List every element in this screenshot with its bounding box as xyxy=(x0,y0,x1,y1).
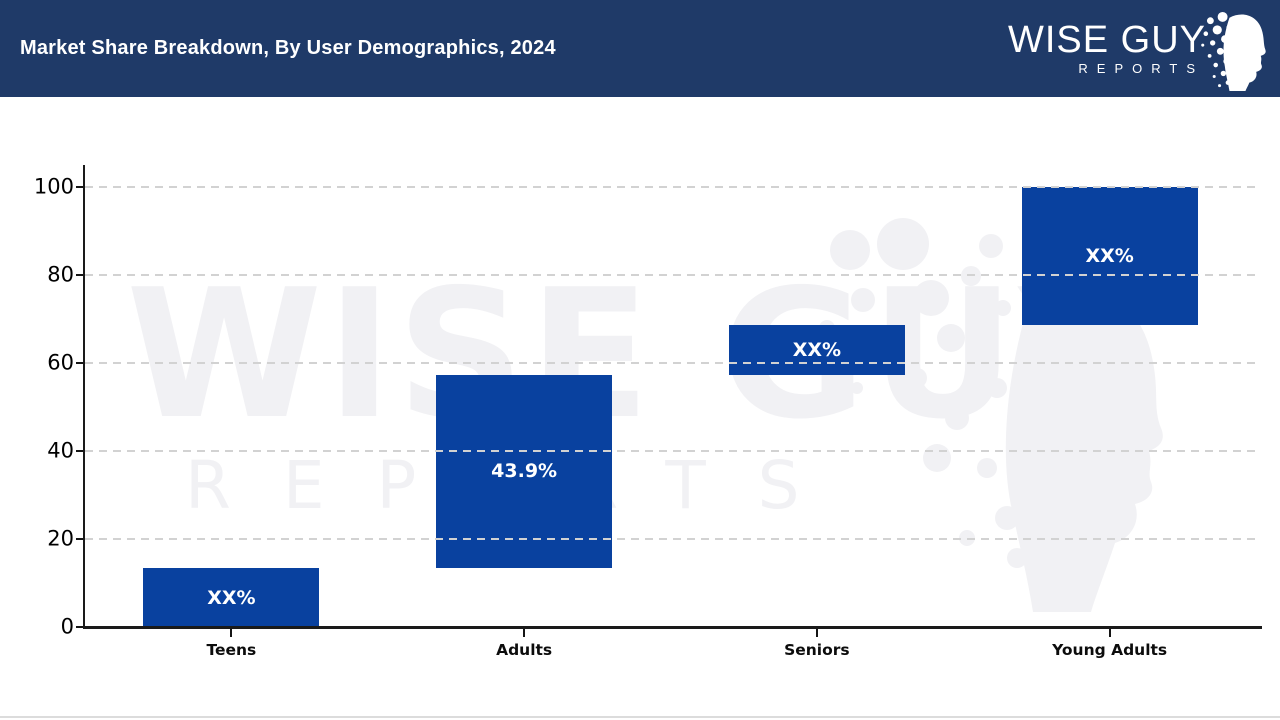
bar-teens xyxy=(143,568,320,627)
y-tick-label-20: 20 xyxy=(47,526,74,551)
header-bar: Market Share Breakdown, By User Demograp… xyxy=(0,0,1280,97)
y-tick-label-60: 60 xyxy=(47,350,74,375)
y-tick-label-0: 0 xyxy=(60,614,74,639)
y-tick-60 xyxy=(76,362,84,364)
logo-subtitle: REPORTS xyxy=(1078,61,1204,77)
x-tick-adults xyxy=(523,629,526,637)
x-category-label-adults: Adults xyxy=(496,641,553,659)
y-tick-40 xyxy=(76,450,84,452)
watermark-wordmark: WISE GUY xyxy=(126,251,1152,458)
bar-young-adults xyxy=(1021,187,1198,326)
gridline-100 xyxy=(85,186,1256,188)
x-tick-seniors xyxy=(815,629,818,637)
bar-adults xyxy=(436,374,613,569)
x-category-label-seniors: Seniors xyxy=(784,641,850,659)
y-tick-20 xyxy=(76,538,84,540)
page-title: Market Share Breakdown, By User Demograp… xyxy=(20,37,556,59)
bar-value-label-seniors: XX% xyxy=(792,339,842,362)
y-axis-line xyxy=(83,165,85,629)
x-axis-line xyxy=(83,626,1262,629)
y-tick-80 xyxy=(76,274,84,276)
gridline-80 xyxy=(85,274,1256,276)
bar-value-label-adults: 43.9% xyxy=(491,460,558,483)
footer-divider xyxy=(0,716,1280,718)
x-category-label-young-adults: Young Adults xyxy=(1052,641,1168,659)
y-tick-label-100: 100 xyxy=(33,174,74,199)
bar-seniors xyxy=(728,325,905,375)
gridline-40 xyxy=(85,450,1256,452)
gridline-60 xyxy=(85,362,1256,364)
logo-text: WISE GUY REPORTS xyxy=(1007,18,1206,77)
x-tick-teens xyxy=(230,629,233,637)
y-tick-0 xyxy=(76,626,84,628)
y-tick-label-40: 40 xyxy=(47,438,74,463)
bar-value-label-teens: XX% xyxy=(207,586,256,609)
y-tick-label-80: 80 xyxy=(47,262,74,287)
watermark-dotted-face xyxy=(819,218,1163,612)
bar-value-label-young-adults: XX% xyxy=(1085,245,1134,268)
logo-wordmark: WISE GUY xyxy=(1007,18,1206,61)
y-tick-100 xyxy=(76,186,84,188)
x-tick-young-adults xyxy=(1108,629,1111,637)
wise-guy-logo: WISE GUY REPORTS xyxy=(1008,7,1270,91)
dotted-face-logo-icon xyxy=(1201,11,1266,91)
gridline-20 xyxy=(85,538,1256,540)
x-category-label-teens: Teens xyxy=(206,641,257,659)
